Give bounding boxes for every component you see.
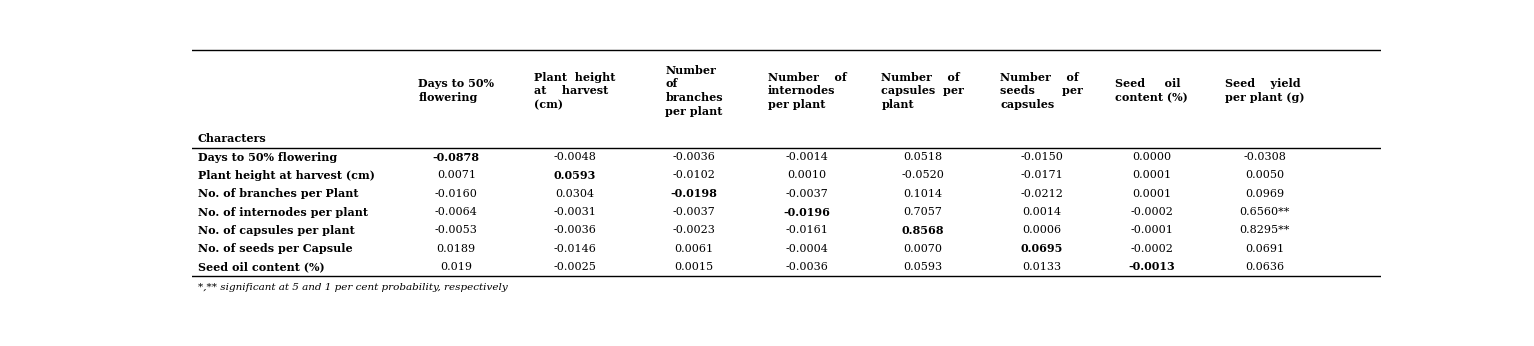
- Text: 0.0593: 0.0593: [904, 262, 942, 272]
- Text: Days to 50%
flowering: Days to 50% flowering: [419, 79, 494, 103]
- Text: Number    of
internodes
per plant: Number of internodes per plant: [767, 72, 847, 110]
- Text: 0.7057: 0.7057: [904, 207, 942, 217]
- Text: 0.1014: 0.1014: [904, 189, 942, 199]
- Text: -0.0036: -0.0036: [785, 262, 828, 272]
- Text: 0.0695: 0.0695: [1020, 243, 1063, 254]
- Text: Characters: Characters: [198, 133, 267, 144]
- Text: 0.0189: 0.0189: [437, 244, 476, 254]
- Text: Plant  height
at    harvest
(cm): Plant height at harvest (cm): [534, 72, 615, 110]
- Text: Number    of
seeds       per
capsules: Number of seeds per capsules: [1000, 72, 1083, 110]
- Text: -0.0037: -0.0037: [673, 207, 715, 217]
- Text: 0.0636: 0.0636: [1246, 262, 1284, 272]
- Text: -0.0036: -0.0036: [672, 152, 715, 162]
- Text: 0.0518: 0.0518: [904, 152, 942, 162]
- Text: -0.0171: -0.0171: [1020, 171, 1063, 181]
- Text: -0.0212: -0.0212: [1020, 189, 1063, 199]
- Text: Seed     oil
content (%): Seed oil content (%): [1115, 79, 1189, 103]
- Text: -0.0023: -0.0023: [672, 225, 715, 235]
- Text: -0.0198: -0.0198: [670, 188, 718, 199]
- Text: -0.0001: -0.0001: [1131, 225, 1174, 235]
- Text: No. of capsules per plant: No. of capsules per plant: [198, 225, 354, 236]
- Text: 0.0133: 0.0133: [1022, 262, 1062, 272]
- Text: -0.0002: -0.0002: [1131, 244, 1174, 254]
- Text: 0.0015: 0.0015: [675, 262, 713, 272]
- Text: 0.0001: 0.0001: [1132, 189, 1172, 199]
- Text: 0.0691: 0.0691: [1246, 244, 1284, 254]
- Text: 0.0071: 0.0071: [437, 171, 476, 181]
- Text: -0.0878: -0.0878: [433, 152, 480, 163]
- Text: -0.0037: -0.0037: [785, 189, 828, 199]
- Text: -0.0196: -0.0196: [784, 207, 830, 218]
- Text: 0.0014: 0.0014: [1022, 207, 1062, 217]
- Text: 0.8568: 0.8568: [902, 225, 943, 236]
- Text: 0.0050: 0.0050: [1246, 171, 1284, 181]
- Text: Plant height at harvest (cm): Plant height at harvest (cm): [198, 170, 374, 181]
- Text: 0.0006: 0.0006: [1022, 225, 1062, 235]
- Text: -0.0146: -0.0146: [554, 244, 597, 254]
- Text: Seed    yield
per plant (g): Seed yield per plant (g): [1226, 79, 1304, 103]
- Text: 0.6560**: 0.6560**: [1239, 207, 1290, 217]
- Text: -0.0520: -0.0520: [902, 171, 945, 181]
- Text: -0.0150: -0.0150: [1020, 152, 1063, 162]
- Text: -0.0048: -0.0048: [554, 152, 597, 162]
- Text: Days to 50% flowering: Days to 50% flowering: [198, 152, 337, 163]
- Text: 0.0000: 0.0000: [1132, 152, 1172, 162]
- Text: 0.0969: 0.0969: [1246, 189, 1284, 199]
- Text: Seed oil content (%): Seed oil content (%): [198, 261, 324, 272]
- Text: -0.0025: -0.0025: [554, 262, 597, 272]
- Text: No. of branches per Plant: No. of branches per Plant: [198, 188, 359, 199]
- Text: 0.0070: 0.0070: [904, 244, 942, 254]
- Text: *,** significant at 5 and 1 per cent probability, respectively: *,** significant at 5 and 1 per cent pro…: [198, 283, 508, 292]
- Text: 0.8295**: 0.8295**: [1239, 225, 1290, 235]
- Text: 0.0061: 0.0061: [675, 244, 713, 254]
- Text: -0.0013: -0.0013: [1129, 261, 1175, 272]
- Text: -0.0161: -0.0161: [785, 225, 828, 235]
- Text: -0.0064: -0.0064: [434, 207, 477, 217]
- Text: -0.0160: -0.0160: [434, 189, 477, 199]
- Text: -0.0036: -0.0036: [554, 225, 597, 235]
- Text: -0.0004: -0.0004: [785, 244, 828, 254]
- Text: 0.019: 0.019: [440, 262, 472, 272]
- Text: -0.0002: -0.0002: [1131, 207, 1174, 217]
- Text: Number    of
capsules  per
plant: Number of capsules per plant: [882, 72, 965, 110]
- Text: Number
of
branches
per plant: Number of branches per plant: [666, 65, 723, 117]
- Text: 0.0593: 0.0593: [554, 170, 597, 181]
- Text: 0.0010: 0.0010: [787, 171, 827, 181]
- Text: -0.0102: -0.0102: [672, 171, 715, 181]
- Text: -0.0031: -0.0031: [554, 207, 597, 217]
- Text: -0.0053: -0.0053: [434, 225, 477, 235]
- Text: 0.0304: 0.0304: [555, 189, 595, 199]
- Text: -0.0014: -0.0014: [785, 152, 828, 162]
- Text: No. of seeds per Capsule: No. of seeds per Capsule: [198, 243, 353, 254]
- Text: 0.0001: 0.0001: [1132, 171, 1172, 181]
- Text: No. of internodes per plant: No. of internodes per plant: [198, 207, 368, 218]
- Text: -0.0308: -0.0308: [1243, 152, 1285, 162]
